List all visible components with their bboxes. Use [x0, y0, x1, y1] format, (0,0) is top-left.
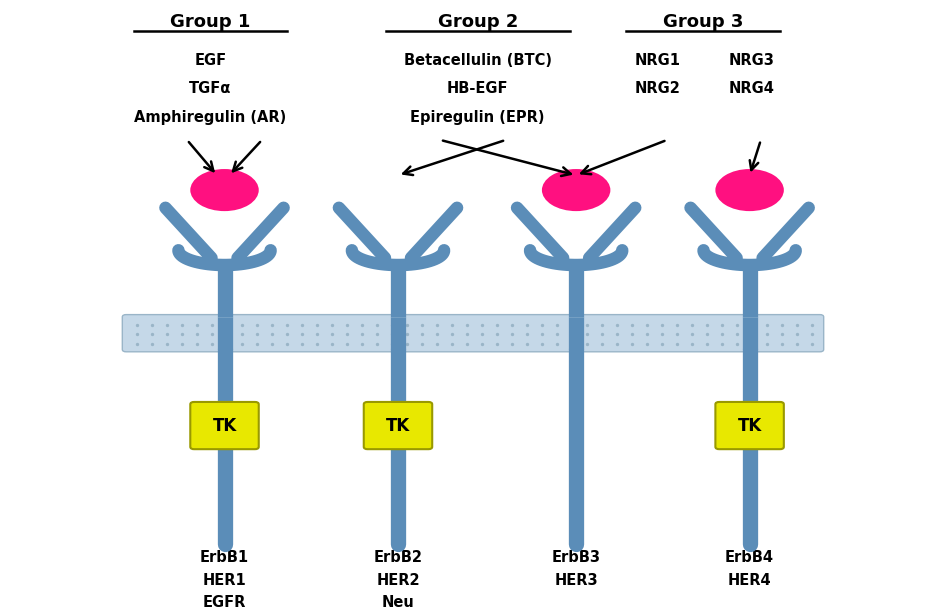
Circle shape: [540, 168, 612, 212]
Text: Group 3: Group 3: [662, 13, 743, 31]
Text: HB-EGF: HB-EGF: [447, 82, 508, 96]
FancyBboxPatch shape: [715, 402, 784, 449]
Text: TK: TK: [738, 416, 762, 435]
Text: HER4: HER4: [727, 572, 771, 588]
FancyBboxPatch shape: [190, 402, 259, 449]
Text: HER1: HER1: [202, 572, 246, 588]
Circle shape: [189, 168, 260, 212]
FancyBboxPatch shape: [122, 314, 824, 352]
Text: HER2: HER2: [377, 572, 420, 588]
Text: Group 2: Group 2: [437, 13, 517, 31]
Text: Epiregulin (EPR): Epiregulin (EPR): [411, 110, 545, 125]
Text: Betacellulin (BTC): Betacellulin (BTC): [404, 53, 552, 68]
Text: ErbB2: ErbB2: [374, 550, 423, 565]
Text: TK: TK: [213, 416, 236, 435]
Text: NRG4: NRG4: [728, 82, 775, 96]
Text: HER3: HER3: [554, 572, 598, 588]
Text: Group 1: Group 1: [170, 13, 251, 31]
Text: Neu: Neu: [381, 595, 414, 610]
Text: EGF: EGF: [194, 53, 226, 68]
Text: ErbB3: ErbB3: [552, 550, 601, 565]
Text: ErbB4: ErbB4: [726, 550, 774, 565]
Circle shape: [714, 168, 785, 212]
Text: TK: TK: [386, 416, 411, 435]
Text: NRG2: NRG2: [635, 82, 681, 96]
Text: EGFR: EGFR: [202, 595, 246, 610]
Text: NRG1: NRG1: [635, 53, 681, 68]
FancyBboxPatch shape: [364, 402, 432, 449]
Text: TGFα: TGFα: [189, 82, 232, 96]
Text: ErbB1: ErbB1: [200, 550, 249, 565]
Text: Amphiregulin (AR): Amphiregulin (AR): [134, 110, 287, 125]
Text: NRG3: NRG3: [728, 53, 775, 68]
